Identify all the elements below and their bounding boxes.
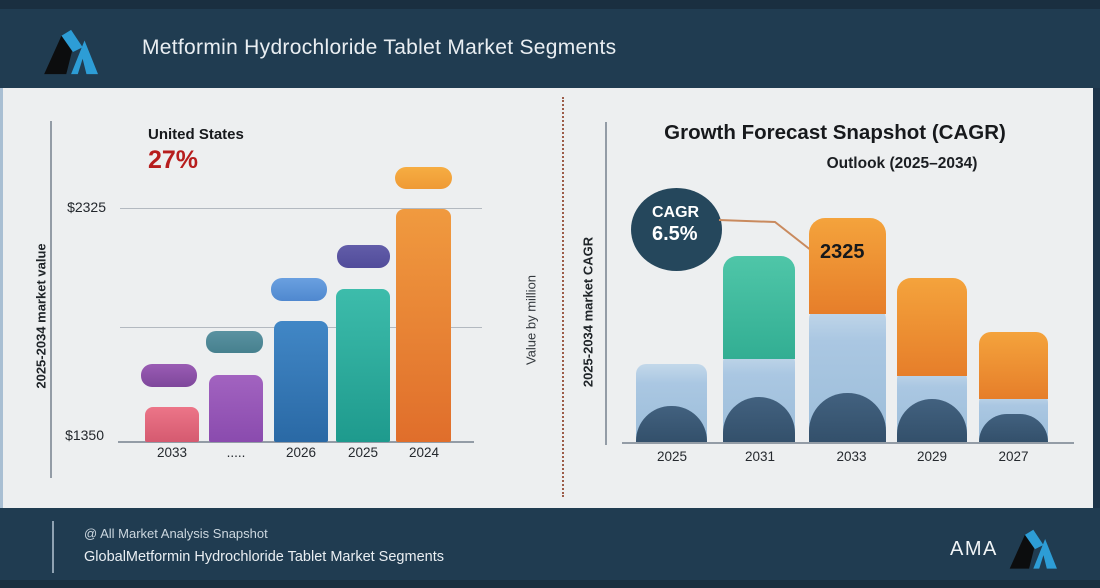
x-label: 2027 (998, 449, 1029, 464)
bar-dots (209, 375, 263, 442)
bar-2031-green (723, 256, 795, 359)
x-label: 2025 (347, 445, 379, 460)
footer-ama-logo-icon (1009, 529, 1057, 569)
bar-2024 (396, 209, 451, 442)
share-percentage: 27% (148, 146, 199, 174)
x-label: 2024 (408, 445, 440, 460)
cap-2024 (395, 167, 452, 189)
chart-title: Growth Forecast Snapshot (CAGR) (664, 121, 1006, 144)
bar-data-label-2033: 2325 (820, 241, 865, 263)
header-band: Metformin Hydrochloride Tablet Market Se… (0, 0, 1100, 88)
left-x-axis-line (118, 441, 474, 443)
right-y-axis-title: 2025-2034 market CAGR (580, 236, 596, 388)
right-y-axis-line (605, 122, 607, 445)
footer-band (0, 508, 1100, 588)
bar-2025 (336, 289, 390, 442)
cagr-badge-value: 6.5% (652, 223, 698, 246)
footer-tagline: @ All Market Analysis Snapshot (84, 526, 268, 541)
right-axis-title: Value by million (523, 274, 539, 366)
x-label: 2033 (156, 445, 188, 460)
right-edge-frame (1093, 88, 1100, 508)
footer-separator (52, 521, 54, 573)
y-tick-top: $2325 (67, 199, 106, 215)
gridline-2325 (120, 208, 482, 209)
cap-dots (206, 331, 263, 353)
bar-2029-orange (897, 278, 967, 376)
cap-2026 (271, 278, 327, 301)
y-tick-bottom: $1350 (65, 427, 104, 443)
cagr-badge-label: CAGR (652, 204, 700, 221)
bar-2027-orange (979, 332, 1048, 399)
x-label: 2029 (916, 449, 948, 464)
bar-2027-navy (979, 414, 1048, 442)
right-x-axis-line (622, 442, 1074, 444)
panel-divider (562, 97, 564, 497)
ama-logo-icon (44, 29, 98, 75)
page-title: Metformin Hydrochloride Tablet Market Se… (142, 36, 617, 59)
x-label: ..... (226, 445, 246, 460)
cap-2033 (141, 364, 197, 387)
cap-2025 (337, 245, 390, 268)
left-edge-frame (0, 88, 3, 508)
left-y-axis-title: 2025-2034 market value (33, 243, 49, 389)
bar-2033 (145, 407, 199, 442)
chart-subtitle: Outlook (2025–2034) (826, 155, 978, 172)
x-label: 2031 (744, 449, 776, 464)
bar-2026 (274, 321, 328, 442)
x-label: 2025 (656, 449, 688, 464)
x-label: 2033 (836, 449, 867, 464)
left-y-axis-line (50, 121, 52, 478)
footer-report-title: GlobalMetformin Hydrochloride Tablet Mar… (84, 549, 444, 565)
bar-2033-orange (809, 218, 886, 314)
cagr-badge: CAGR 6.5% (631, 188, 722, 271)
region-label: United States (148, 126, 244, 143)
footer-brand-text: AMA (950, 538, 998, 560)
x-label: 2026 (285, 445, 317, 460)
